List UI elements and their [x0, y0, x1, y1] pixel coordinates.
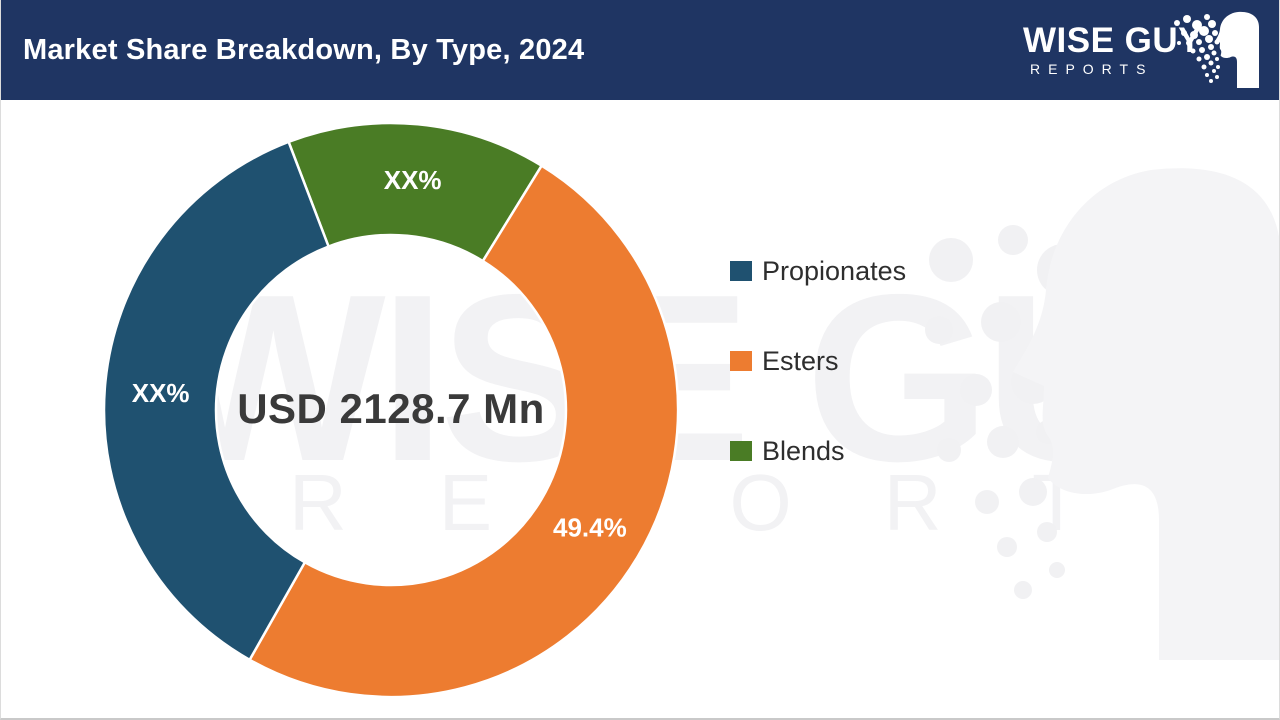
chart-legend: Propionates Esters Blends [730, 250, 906, 520]
slice-label-propionates: XX% [132, 378, 190, 408]
page-title: Market Share Breakdown, By Type, 2024 [23, 33, 585, 66]
legend-item-esters: Esters [730, 340, 906, 382]
watermark-face-profile [1013, 168, 1279, 660]
slice-label-esters: 49.4% [553, 513, 627, 543]
watermark-face-dots [925, 225, 1089, 599]
legend-label-blends: Blends [762, 435, 845, 466]
logo-face-profile-icon [1215, 11, 1259, 88]
legend-swatch-propionates [730, 261, 752, 281]
legend-swatch-esters [730, 351, 752, 371]
logo-face-dots-icon [1174, 14, 1220, 83]
header-bar: Market Share Breakdown, By Type, 2024 WI… [1, 0, 1279, 100]
wise-guy-reports-logo: WISE GUY REPORTS [1023, 11, 1259, 88]
legend-item-blends: Blends [730, 430, 906, 472]
slice-label-blends: XX% [384, 165, 442, 195]
logo-reports-text: REPORTS [1030, 61, 1153, 77]
legend-swatch-blends [730, 441, 752, 461]
legend-label-esters: Esters [762, 345, 839, 376]
donut-slice-propionates [102, 140, 330, 662]
legend-label-propionates: Propionates [762, 255, 907, 286]
donut-slice-esters [248, 164, 680, 699]
chart-center-value: USD 2128.7 Mn [237, 385, 545, 432]
logo-wordmark: WISE GUY [1023, 21, 1202, 60]
legend-item-propionates: Propionates [730, 250, 906, 292]
donut-chart: XX% 49.4% XX% [102, 121, 680, 699]
